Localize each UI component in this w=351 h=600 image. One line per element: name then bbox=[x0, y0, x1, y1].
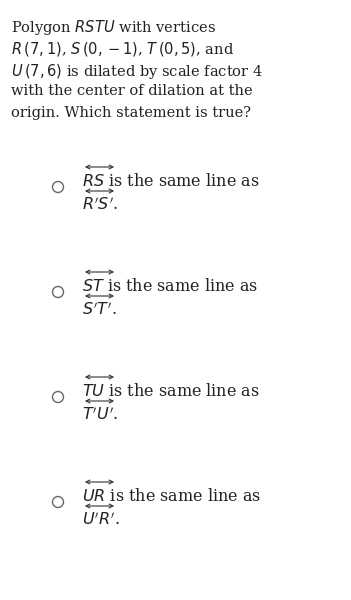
Text: $\mathit{RS}$ is the same line as: $\mathit{RS}$ is the same line as bbox=[82, 173, 259, 190]
Text: Polygon $\mathit{RSTU}$ with vertices: Polygon $\mathit{RSTU}$ with vertices bbox=[11, 18, 216, 37]
Text: $\mathit{U'R'}$.: $\mathit{U'R'}$. bbox=[82, 512, 120, 529]
Text: $\mathit{R'S'}$.: $\mathit{R'S'}$. bbox=[82, 197, 118, 214]
Text: $R\,(7,1)$, $S\,(0,-1)$, $T\,(0,5)$, and: $R\,(7,1)$, $S\,(0,-1)$, $T\,(0,5)$, and bbox=[11, 40, 234, 58]
Text: $\mathit{TU}$ is the same line as: $\mathit{TU}$ is the same line as bbox=[82, 383, 260, 400]
Text: with the center of dilation at the: with the center of dilation at the bbox=[11, 84, 253, 98]
Text: $U\,(7,6)$ is dilated by scale factor 4: $U\,(7,6)$ is dilated by scale factor 4 bbox=[11, 62, 263, 81]
Text: $\mathit{T'U'}$.: $\mathit{T'U'}$. bbox=[82, 407, 119, 424]
Text: origin. Which statement is true?: origin. Which statement is true? bbox=[11, 106, 251, 120]
Text: $\mathit{ST}$ is the same line as: $\mathit{ST}$ is the same line as bbox=[82, 278, 258, 295]
Text: $\mathit{UR}$ is the same line as: $\mathit{UR}$ is the same line as bbox=[82, 488, 261, 505]
Text: $\mathit{S'T'}$.: $\mathit{S'T'}$. bbox=[82, 302, 117, 319]
